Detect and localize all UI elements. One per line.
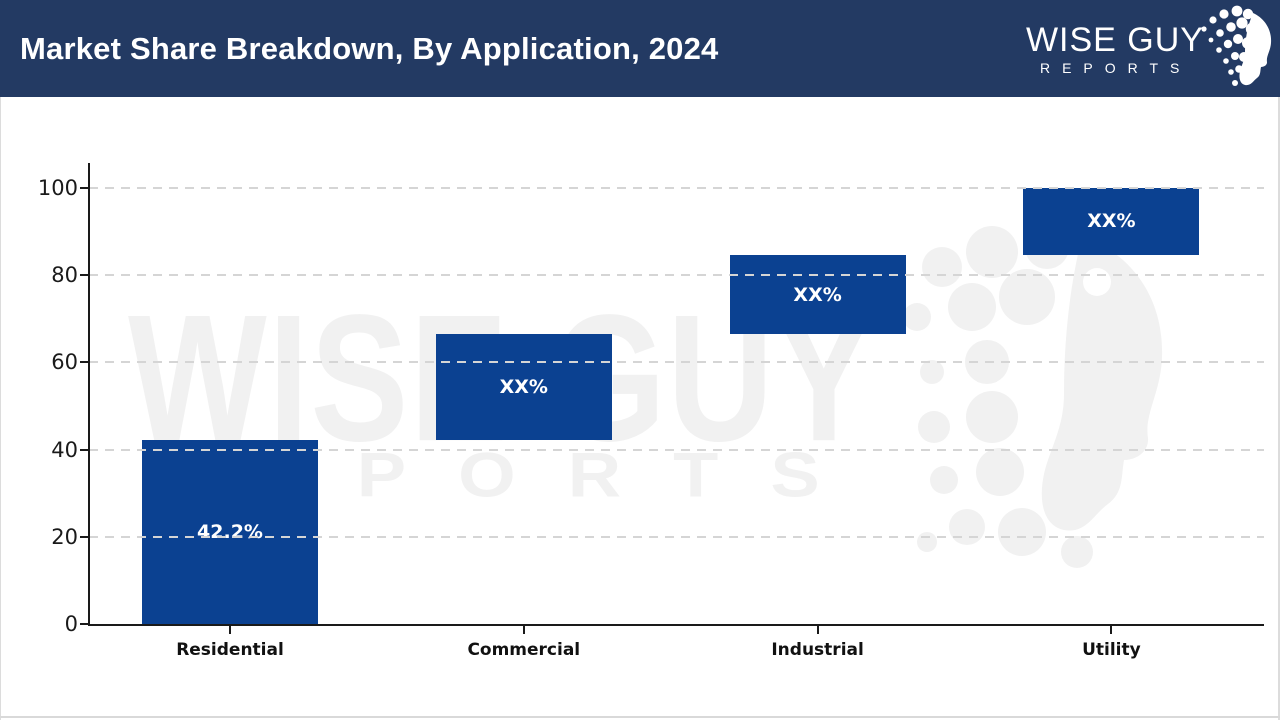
y-axis-tick (80, 361, 89, 364)
brand-subname: REPORTS (1039, 59, 1192, 76)
watermark-head-graphic (903, 225, 1163, 568)
bar-value-label: XX% (499, 376, 548, 399)
y-axis-tick (80, 535, 89, 538)
y-axis-tick (80, 187, 89, 189)
x-axis-category-label: Residential (176, 640, 284, 660)
x-axis-category-label: Utility (1082, 640, 1141, 660)
y-axis-tick-label: 40 (51, 437, 78, 462)
x-axis-line (88, 624, 1264, 626)
bar-residential: 42.2% (142, 440, 318, 624)
gridline-20 (89, 535, 1264, 538)
y-axis-tick-label: 60 (51, 350, 78, 375)
y-axis-tick (80, 623, 89, 625)
bar-value-label: XX% (1087, 210, 1136, 233)
y-axis-tick-label: 80 (51, 263, 78, 288)
gridline-60 (89, 361, 1264, 364)
brand-logo: WISE GUY REPORTS (1026, 5, 1274, 93)
x-axis-tick (1110, 626, 1113, 634)
page-bottom-border (0, 716, 1280, 718)
bar-industrial: XX% (729, 254, 906, 335)
page-title: Market Share Breakdown, By Application, … (20, 30, 719, 66)
gridline-40 (89, 448, 1264, 451)
header-bar: Market Share Breakdown, By Application, … (0, 0, 1280, 97)
bar-value-label: 42.2% (197, 520, 263, 543)
gridline-100 (89, 187, 1264, 189)
x-axis-category-label: Commercial (467, 640, 581, 660)
gridline-80 (89, 274, 1264, 277)
bar-value-label: XX% (793, 283, 842, 306)
brand-logo-text: WISE GUY REPORTS (1026, 23, 1204, 75)
y-axis-tick (80, 448, 89, 451)
x-axis-category-label: Industrial (771, 640, 864, 660)
bar-utility: XX% (1023, 188, 1200, 255)
y-axis-tick-label: 20 (51, 524, 78, 549)
brand-name: WISE GUY (1025, 20, 1204, 59)
y-axis-tick-label: 100 (37, 176, 78, 200)
y-axis-tick (80, 274, 89, 277)
x-axis-tick (229, 626, 231, 634)
bar-commercial: XX% (435, 334, 612, 440)
y-axis-tick-label: 0 (64, 612, 78, 636)
page-right-border (1278, 97, 1280, 720)
y-axis-line (88, 163, 90, 626)
head-profile-logo-icon (1201, 5, 1272, 86)
x-axis-tick (816, 626, 819, 634)
x-axis-tick (522, 626, 525, 634)
